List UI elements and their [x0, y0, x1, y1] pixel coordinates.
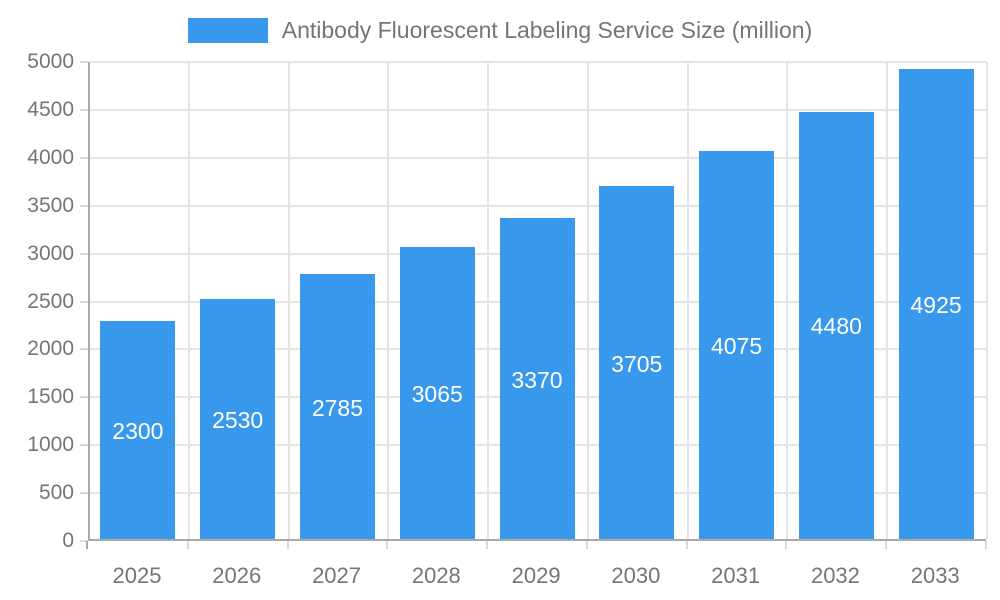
bar[interactable]: [599, 186, 675, 539]
gridline-horizontal: [90, 61, 986, 63]
x-axis-tick: [685, 541, 688, 549]
y-axis-tick: [80, 156, 88, 159]
bar-value-label: 3705: [611, 350, 663, 377]
y-axis-tick-label: 2500: [27, 289, 74, 313]
bar[interactable]: [798, 111, 874, 539]
x-axis-tick-label: 2028: [411, 563, 461, 588]
y-axis-tick-label: 4500: [27, 97, 74, 121]
bar-value-label: 4075: [710, 332, 763, 359]
x-axis-tick-label: 2029: [511, 563, 561, 588]
gridline-vertical: [287, 62, 290, 539]
y-axis-tick: [80, 540, 88, 542]
y-axis-tick-label: 1500: [27, 385, 74, 409]
y-axis-tick-label: 1000: [27, 433, 74, 457]
bar[interactable]: [399, 247, 475, 539]
gridline-horizontal: [90, 156, 986, 159]
bar-value-label: 4925: [910, 292, 962, 319]
y-axis-tick-label: 2000: [27, 337, 74, 361]
y-axis-line-extension: [86, 541, 88, 549]
x-axis-tick: [186, 541, 189, 549]
bar-value-label: 3370: [511, 366, 563, 393]
y-axis-tick-label: 4000: [27, 145, 74, 169]
y-axis-tick-label: 5000: [27, 50, 74, 73]
bar-value-label: 2785: [311, 394, 364, 421]
x-axis-tick: [386, 541, 389, 549]
y-axis-tick-label: 3000: [27, 241, 74, 265]
bar-value-label: 3065: [411, 381, 463, 408]
x-axis-tick-label: 2027: [312, 563, 362, 588]
bar-value-label: 4480: [810, 313, 862, 340]
gridline-vertical: [586, 62, 589, 539]
gridline-vertical: [986, 62, 988, 539]
bar-value-label: 2300: [112, 417, 164, 444]
gridline-vertical: [487, 62, 490, 539]
y-axis-tick: [80, 492, 88, 495]
y-axis-tick: [80, 204, 88, 207]
chart-legend-item[interactable]: Antibody Fluorescent Labeling Service Si…: [0, 14, 1000, 46]
y-axis-tick-label: 0: [62, 529, 74, 552]
gridline-vertical: [686, 62, 689, 539]
bar[interactable]: [299, 274, 375, 539]
x-axis-tick-label: 2025: [112, 563, 162, 588]
gridline-vertical: [786, 62, 789, 539]
x-axis-tick-label: 2030: [611, 563, 661, 588]
x-axis-tick: [785, 541, 788, 549]
x-axis-tick: [885, 541, 888, 549]
y-axis-tick: [80, 300, 88, 303]
bar[interactable]: [499, 218, 575, 539]
x-axis-tick-label: 2031: [711, 563, 761, 588]
bar[interactable]: [200, 298, 276, 539]
gridline-vertical: [886, 62, 889, 539]
gridline-horizontal: [90, 108, 986, 111]
y-axis-tick-label: 3500: [27, 193, 74, 217]
bar[interactable]: [100, 320, 176, 539]
x-axis-tick-label: 2033: [910, 563, 960, 588]
gridline-horizontal: [90, 204, 986, 207]
y-axis-tick-label: 500: [38, 481, 74, 505]
bar[interactable]: [699, 150, 775, 539]
legend-swatch-icon: [187, 17, 268, 43]
x-axis-tick: [585, 541, 588, 549]
y-axis-tick: [80, 396, 88, 399]
y-axis-tick: [80, 348, 88, 351]
legend-label: Antibody Fluorescent Labeling Service Si…: [281, 16, 813, 43]
x-axis-tick-label: 2026: [212, 563, 262, 588]
x-axis-tick-label: 2032: [810, 563, 860, 588]
y-axis-tick: [80, 252, 88, 255]
gridline-vertical: [187, 62, 190, 539]
y-axis-tick: [80, 61, 88, 63]
bar-value-label: 2530: [212, 406, 264, 433]
x-axis-tick: [286, 541, 289, 549]
y-axis-tick: [80, 108, 88, 111]
gridline-vertical: [387, 62, 390, 539]
bar[interactable]: [898, 69, 974, 539]
x-axis-tick: [985, 541, 987, 549]
x-axis-tick: [486, 541, 489, 549]
y-axis-tick: [80, 444, 88, 447]
